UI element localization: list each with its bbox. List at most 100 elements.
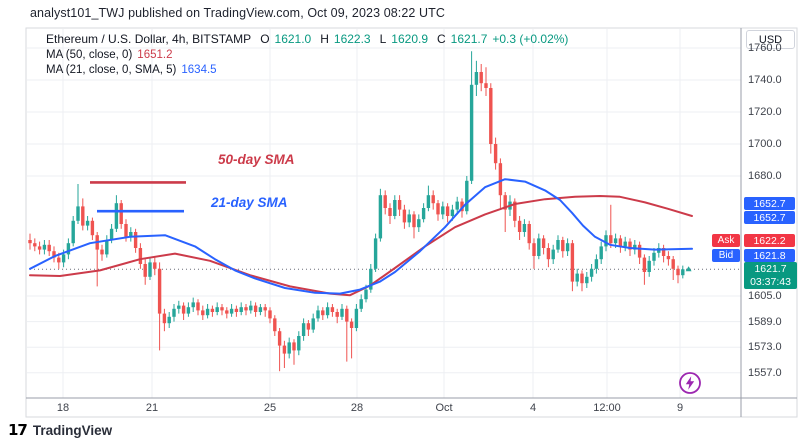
- candle-body: [85, 220, 90, 226]
- candle-body: [263, 307, 267, 311]
- candle-body: [498, 163, 503, 196]
- candle-body: [407, 214, 411, 223]
- tradingview-attribution[interactable]: 17 TradingView: [8, 421, 112, 439]
- price-tick-label: 1605.0: [748, 290, 782, 302]
- candle-body: [681, 269, 685, 276]
- candle-body: [373, 238, 378, 269]
- candle-body: [33, 243, 37, 247]
- candle-body: [527, 224, 531, 244]
- candle-body: [585, 276, 589, 284]
- candle-body: [172, 308, 176, 317]
- currency-toggle-button[interactable]: USD: [746, 30, 795, 49]
- ma21-row[interactable]: MA (21, close, 0, SMA, 5) 1634.5: [46, 63, 568, 78]
- candle-body: [364, 289, 368, 300]
- symbol-row[interactable]: Ethereum / U.S. Dollar, 4h, BITSTAMP O 16…: [46, 32, 568, 47]
- candle-body: [599, 246, 603, 260]
- candle-body: [537, 238, 541, 256]
- time-tick-label: Oct: [435, 402, 453, 414]
- ma50-value: 1651.2: [137, 48, 173, 61]
- time-tick-label: 21: [145, 402, 159, 414]
- candle-body: [76, 206, 80, 221]
- candle-body: [493, 144, 498, 164]
- candle-body: [421, 208, 426, 220]
- candle-body: [652, 252, 656, 261]
- close-label: C: [437, 32, 446, 46]
- ma50-row[interactable]: MA (50, close, 0) 1651.2: [46, 48, 568, 63]
- candle-body: [268, 310, 272, 319]
- candle-body: [311, 318, 315, 330]
- candle-body: [517, 220, 522, 232]
- candle-body: [325, 307, 330, 316]
- candle-body: [138, 248, 143, 264]
- candle-body: [661, 248, 666, 256]
- candle-body: [484, 83, 488, 88]
- price-tick-label: 1760.0: [748, 42, 782, 54]
- candle-body: [489, 88, 493, 144]
- bid-chip: Bid: [712, 249, 740, 262]
- candle-body: [565, 243, 570, 252]
- candle-body: [90, 220, 95, 236]
- candle-body: [359, 299, 363, 309]
- candle-body: [167, 316, 171, 324]
- candle-body: [388, 208, 392, 216]
- candle-body: [205, 308, 210, 316]
- flash-boost-icon[interactable]: [678, 371, 702, 395]
- candle-body: [42, 244, 47, 250]
- candle-body: [441, 206, 445, 215]
- candle-body: [369, 268, 373, 290]
- close-value: 1621.7: [450, 32, 488, 46]
- candle-body: [47, 244, 51, 252]
- price-axis-badge: 1652.7: [744, 211, 795, 224]
- candle-body: [378, 195, 383, 239]
- low-label: L: [379, 32, 387, 46]
- candle-body: [556, 240, 560, 250]
- last-price-marker: [685, 266, 692, 272]
- candle-body: [244, 307, 248, 311]
- candle-body: [191, 302, 195, 308]
- price-tick-label: 1700.0: [748, 138, 782, 150]
- candle-body: [604, 235, 608, 247]
- candle-body: [81, 206, 85, 226]
- price-tick-label: 1740.0: [748, 74, 782, 86]
- tradingview-wordmark: TradingView: [32, 422, 113, 438]
- ma21-label: MA (21, close, 0, SMA, 5): [46, 64, 177, 76]
- candle-body: [143, 264, 147, 277]
- candle-body: [613, 238, 618, 244]
- price-tick-label: 1557.0: [748, 366, 782, 379]
- price-tick-label: 1720.0: [748, 106, 782, 118]
- open-label: O: [260, 32, 270, 46]
- candle-body: [479, 72, 483, 84]
- candle-body: [133, 232, 138, 248]
- candle-body: [109, 228, 114, 240]
- candle-body: [129, 232, 133, 237]
- candle-body: [397, 200, 402, 210]
- candle-body: [181, 305, 186, 314]
- candle-body: [330, 307, 335, 312]
- candle-body: [575, 273, 579, 282]
- ma50-label: MA (50, close, 0): [46, 48, 133, 61]
- candle-body: [249, 305, 253, 311]
- time-axis[interactable]: [26, 398, 741, 417]
- candle-body: [340, 308, 344, 317]
- chart-panel-border: [25, 27, 798, 418]
- candle-body: [445, 206, 450, 216]
- candle-body: [258, 307, 263, 312]
- price-axis-badge: 1621.8: [744, 249, 795, 262]
- candle-body: [220, 307, 224, 311]
- candle-body: [642, 257, 647, 272]
- price-tick-label: 1573.0: [748, 341, 782, 354]
- candle-body: [551, 249, 555, 260]
- low-value: 1620.9: [391, 32, 428, 46]
- candle-body: [273, 318, 277, 332]
- candle-body: [105, 240, 109, 255]
- published-header: analyst101_TWJ published on TradingView.…: [30, 6, 446, 20]
- price-axis-badge: 1652.7: [744, 197, 795, 210]
- candle-body: [412, 214, 416, 228]
- candle-body: [570, 243, 575, 282]
- candle-body: [119, 203, 123, 224]
- candle-body: [393, 200, 397, 216]
- candle-body: [383, 195, 387, 208]
- candle-body: [124, 224, 128, 237]
- countdown-timer: 03:37:43: [750, 275, 791, 288]
